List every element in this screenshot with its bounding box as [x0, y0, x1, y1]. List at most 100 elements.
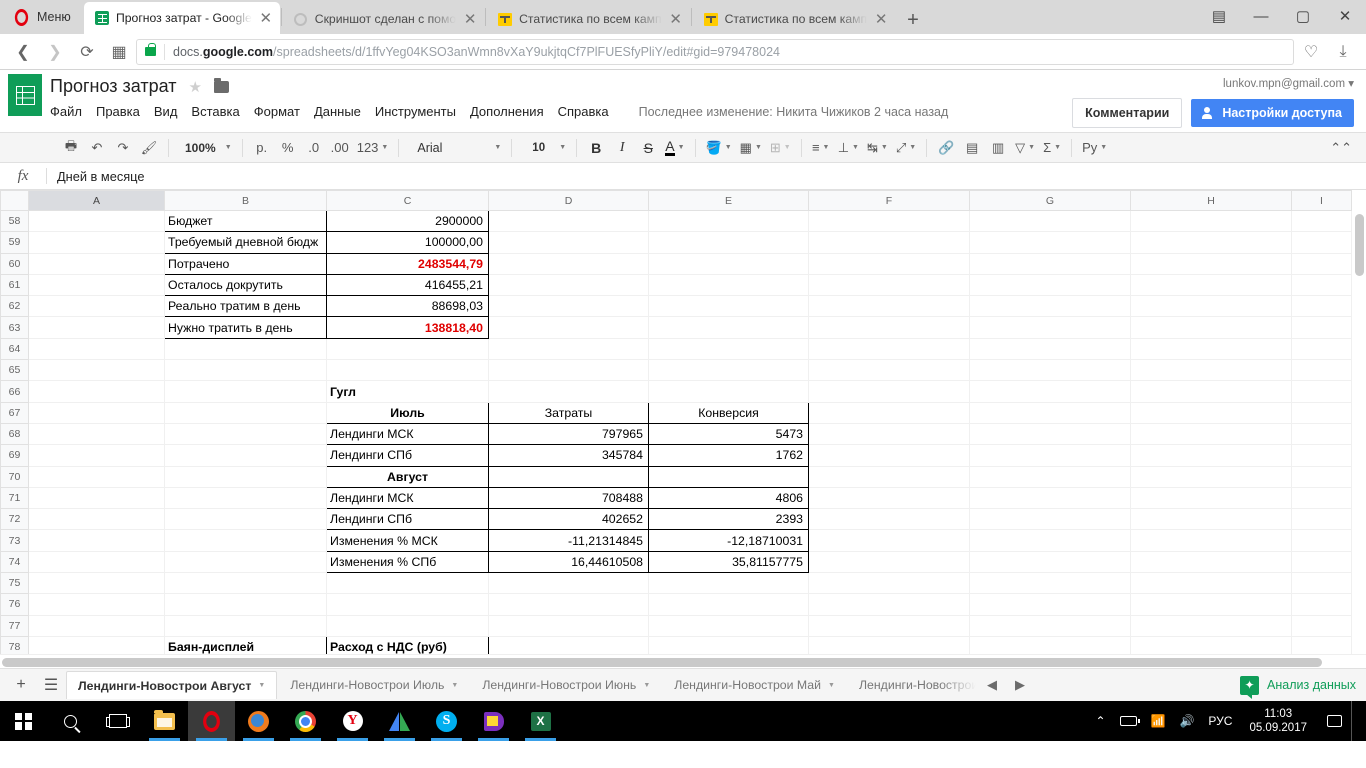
cell-A58[interactable] [28, 209, 165, 233]
cell-B76[interactable] [164, 593, 327, 616]
row-header-61[interactable]: 61 [0, 273, 29, 297]
row-header-64[interactable]: 64 [0, 337, 29, 361]
minimize-button[interactable]: — [1253, 8, 1269, 25]
cell-H58[interactable] [1130, 209, 1292, 233]
cell-D70[interactable] [488, 465, 649, 488]
cell-F72[interactable] [808, 508, 970, 531]
cell-G61[interactable] [969, 273, 1131, 297]
cell-A67[interactable] [28, 401, 165, 424]
cell-I76[interactable] [1291, 593, 1352, 616]
strikethrough-button[interactable]: S [643, 139, 653, 156]
cell-I69[interactable] [1291, 444, 1352, 467]
cell-I70[interactable] [1291, 465, 1352, 488]
filter-icon[interactable]: ▽ ▼ [1015, 139, 1036, 155]
close-icon[interactable]: ✕ [463, 11, 477, 28]
cell-C63[interactable]: 138818,40 [326, 316, 489, 339]
address-bar[interactable]: docs.google.com/spreadsheets/d/1ffvYeg04… [136, 38, 1294, 65]
column-header-a[interactable]: A [28, 190, 165, 211]
cell-H69[interactable] [1130, 444, 1292, 467]
close-icon[interactable]: ✕ [874, 11, 888, 28]
cell-I78[interactable] [1291, 635, 1352, 654]
cell-A71[interactable] [28, 486, 165, 510]
sheet-tab-iyun[interactable]: Лендинги-Новострои Июнь ▼ [471, 672, 661, 698]
row-header-65[interactable]: 65 [0, 359, 29, 382]
cell-C68[interactable]: Лендинги МСК [326, 422, 489, 446]
browser-tab-sheets[interactable]: Прогноз затрат - Google ✕ [84, 2, 280, 34]
cell-A66[interactable] [28, 380, 165, 403]
cell-E60[interactable] [648, 252, 809, 275]
menu-item-tools[interactable]: Инструменты [374, 104, 456, 119]
cell-C72[interactable]: Лендинги СПб [326, 508, 489, 531]
horizontal-scrollbar[interactable] [0, 654, 1366, 668]
row-header-75[interactable]: 75 [0, 572, 29, 595]
cell-F67[interactable] [808, 401, 970, 424]
merge-cells-button[interactable]: ⊞ ▼ [769, 139, 791, 155]
cell-C73[interactable]: Изменения % МСК [326, 529, 489, 552]
cell-F59[interactable] [808, 231, 970, 254]
cell-E64[interactable] [648, 337, 809, 361]
cell-G67[interactable] [969, 401, 1131, 424]
cell-C66[interactable]: Гугл [326, 380, 489, 403]
cell-D72[interactable]: 402652 [488, 508, 649, 531]
cell-C77[interactable] [326, 614, 489, 637]
print-icon[interactable]: 🖶 [64, 137, 78, 153]
cell-D76[interactable] [488, 593, 649, 616]
show-desktop-button[interactable] [1351, 701, 1366, 741]
sheet-tab-iyul[interactable]: Лендинги-Новострои Июль ▼ [279, 672, 469, 698]
cell-C60[interactable]: 2483544,79 [326, 252, 489, 275]
cell-G63[interactable] [969, 316, 1131, 339]
cell-A64[interactable] [28, 337, 165, 361]
horizontal-scroll-thumb[interactable] [2, 658, 1322, 667]
cell-I77[interactable] [1291, 614, 1352, 637]
cell-F68[interactable] [808, 422, 970, 446]
close-icon[interactable]: ✕ [669, 11, 682, 28]
row-header-73[interactable]: 73 [0, 529, 29, 552]
cell-E69[interactable]: 1762 [648, 444, 809, 467]
increase-decimal-button[interactable]: .00 [330, 140, 349, 155]
excel-taskbar-button[interactable]: X [517, 701, 564, 741]
vertical-scroll-thumb[interactable] [1355, 214, 1364, 276]
insert-comment-icon[interactable]: ▤ [966, 139, 979, 155]
start-button[interactable] [0, 701, 47, 741]
text-wrap-button[interactable]: ↹ ▼ [866, 139, 888, 155]
skype-taskbar-button[interactable]: S [423, 701, 470, 741]
cell-I62[interactable] [1291, 295, 1352, 318]
row-header-76[interactable]: 76 [0, 593, 29, 616]
cell-B74[interactable] [164, 550, 327, 574]
horizontal-align-button[interactable]: ≡ ▼ [811, 140, 830, 155]
cell-F65[interactable] [808, 359, 970, 382]
column-header-f[interactable]: F [808, 190, 970, 211]
cell-I67[interactable] [1291, 401, 1352, 424]
cell-D68[interactable]: 797965 [488, 422, 649, 446]
forward-icon[interactable]: ❯ [48, 43, 62, 61]
cell-G69[interactable] [969, 444, 1131, 467]
cell-C59[interactable]: 100000,00 [326, 231, 489, 254]
cell-G60[interactable] [969, 252, 1131, 275]
close-icon[interactable]: ✕ [259, 10, 273, 27]
next-sheet-button[interactable]: ▶ [1014, 677, 1025, 692]
cell-G66[interactable] [969, 380, 1131, 403]
column-header-i[interactable]: I [1291, 190, 1352, 211]
sheet-tab-may[interactable]: Лендинги-Новострои Май ▼ [663, 672, 846, 698]
cell-E58[interactable] [648, 209, 809, 233]
menu-item-addons[interactable]: Дополнения [469, 104, 544, 119]
tray-expand-button[interactable]: ⌃ [1095, 714, 1106, 728]
cell-E59[interactable] [648, 231, 809, 254]
cell-G72[interactable] [969, 508, 1131, 531]
back-icon[interactable]: ❮ [16, 43, 30, 61]
cell-C61[interactable]: 416455,21 [326, 273, 489, 297]
cell-H64[interactable] [1130, 337, 1292, 361]
vertical-scrollbar[interactable] [1352, 190, 1366, 654]
chevron-down-icon[interactable]: ▼ [828, 681, 835, 689]
zoom-selector[interactable]: 100% ▼ [175, 136, 236, 160]
cell-C70[interactable]: Август [326, 465, 489, 488]
row-header-74[interactable]: 74 [0, 550, 29, 574]
cell-B69[interactable] [164, 444, 327, 467]
cell-I74[interactable] [1291, 550, 1352, 574]
last-edit-status[interactable]: Последнее изменение: Никита Чижиков 2 ча… [638, 104, 949, 119]
cell-E75[interactable] [648, 572, 809, 595]
cell-I63[interactable] [1291, 316, 1352, 339]
task-view-button[interactable] [94, 701, 141, 741]
cell-E78[interactable] [648, 635, 809, 654]
input-language-button[interactable]: Py ▼ [1082, 140, 1108, 155]
